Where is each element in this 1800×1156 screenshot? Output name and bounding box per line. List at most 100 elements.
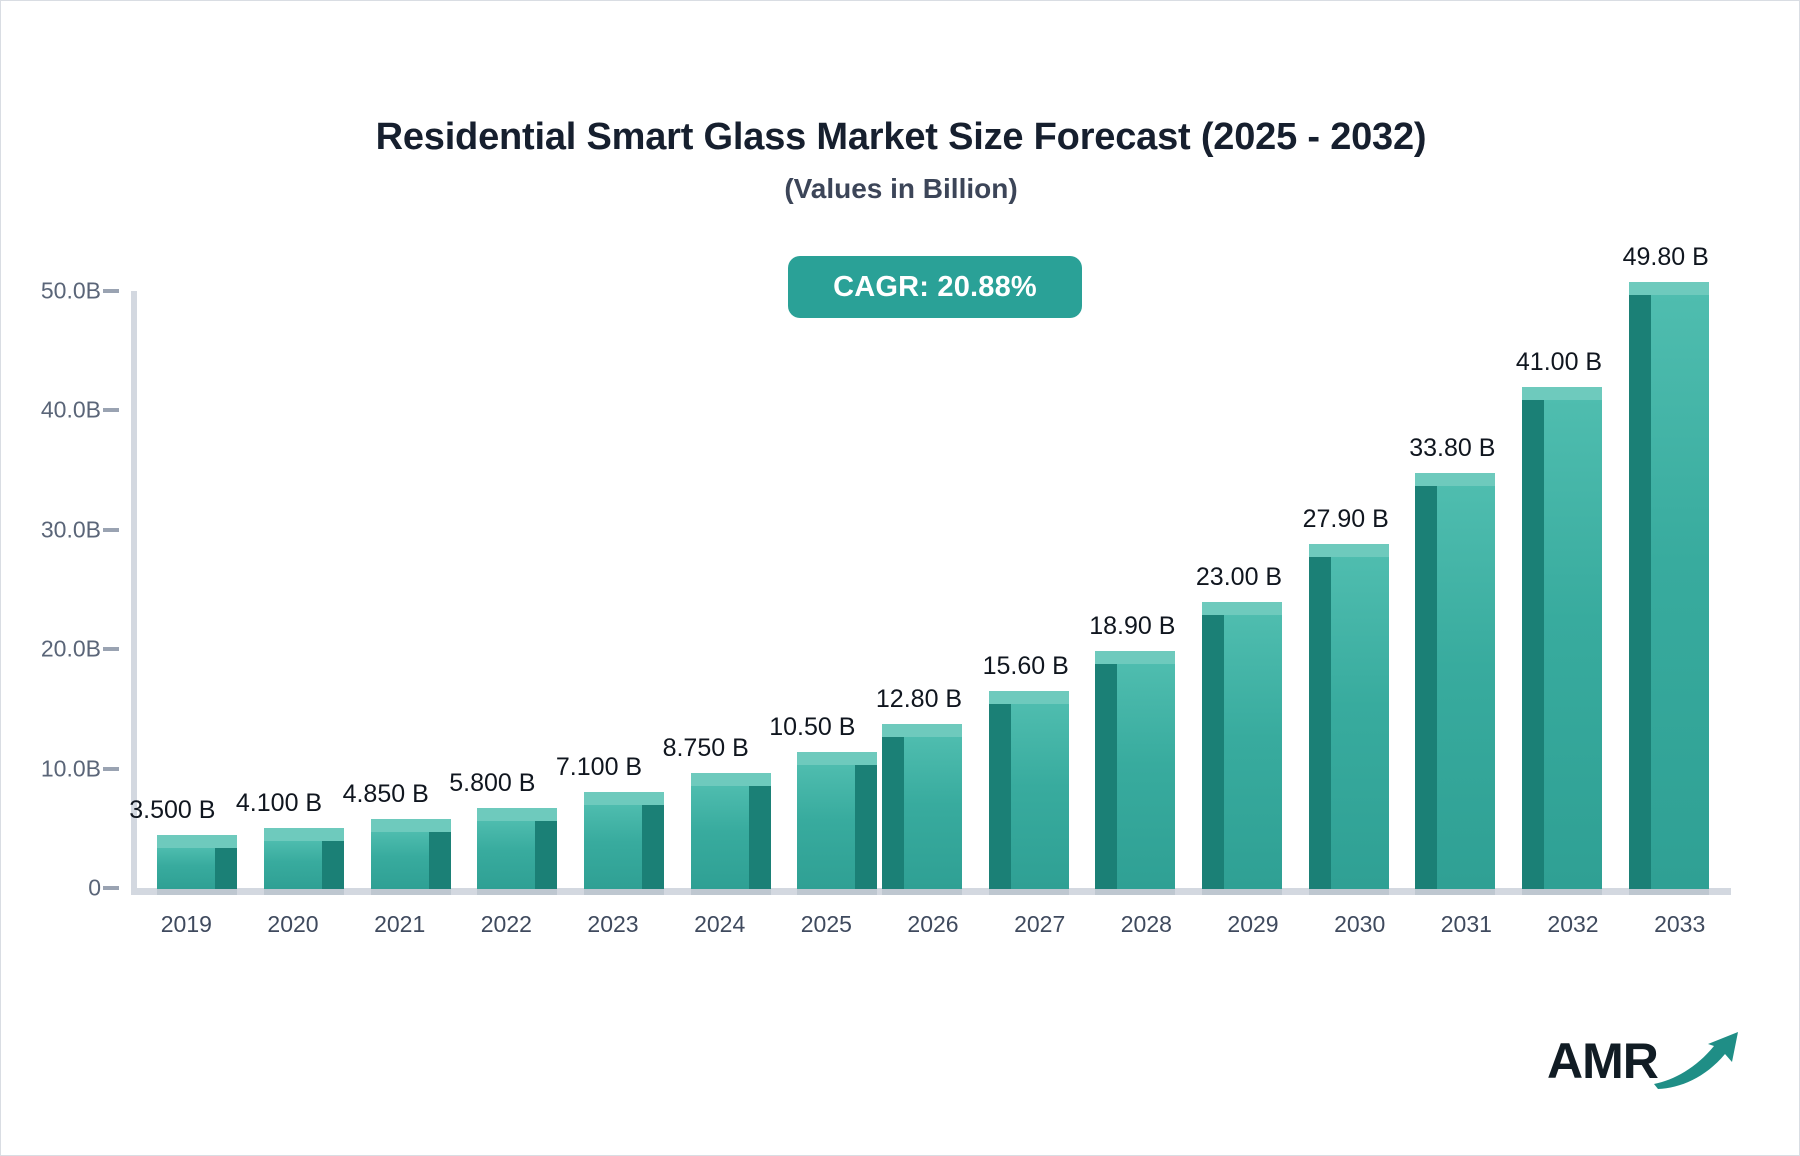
bar-side-face — [535, 810, 558, 889]
bar-side-face — [322, 831, 344, 889]
bar-value-label: 4.850 B — [342, 780, 429, 809]
bar-shadow — [264, 889, 344, 895]
x-axis-tick-label: 2019 — [160, 911, 212, 937]
bar-front-face — [1544, 399, 1602, 889]
bar-value-label: 4.100 B — [235, 789, 323, 818]
bar-shadow — [157, 889, 238, 895]
bar-value-label: 33.80 B — [1409, 434, 1496, 463]
bar-shadow — [1628, 889, 1709, 895]
y-axis-tick — [103, 766, 119, 771]
x-axis-tick-label: 2023 — [587, 911, 639, 937]
up-right-arrow-icon — [1654, 1032, 1738, 1089]
bar-front-face — [477, 819, 536, 889]
bar-shadow — [1095, 889, 1176, 895]
bar-top-face — [1415, 473, 1496, 487]
bar-side-face — [1308, 546, 1331, 889]
bar-front-face — [1650, 294, 1709, 889]
bar-top-face — [882, 724, 962, 738]
plot-area: 0 10.0B 20.0B 30.0B 40.0B 50.0B 2019 2020 2021 2… — [41, 243, 1731, 937]
bar — [1628, 282, 1709, 895]
bar-side-face — [1628, 285, 1651, 889]
x-axis-tick-label: 2033 — [1654, 911, 1706, 937]
y-axis-tick-label: 50.0B — [40, 277, 101, 304]
x-axis-tick-label: 2027 — [1014, 911, 1066, 937]
bar-value-label: 5.800 B — [449, 768, 536, 797]
y-axis-tick-label: 0 — [88, 874, 101, 901]
logo-text: AMR — [1547, 1033, 1659, 1089]
bar-shadow — [882, 889, 962, 895]
bar-side-face — [748, 775, 771, 889]
bar-value-label: 10.50 B — [769, 712, 856, 741]
y-axis-tick — [103, 527, 119, 532]
bar-shadow — [797, 889, 878, 895]
y-axis-tick-label: 40.0B — [40, 396, 101, 423]
bar — [1522, 387, 1602, 895]
bar-value-label: 23.00 B — [1195, 563, 1283, 592]
chart-subtitle: (Values in Billion) — [784, 173, 1018, 204]
bar-top-face — [1308, 543, 1389, 557]
page-title: Residential Smart Glass Market Size Fore… — [375, 116, 1427, 158]
bar-side-face — [1522, 390, 1544, 889]
y-axis-tick — [103, 886, 119, 890]
bar-value-label: 41.00 B — [1515, 348, 1603, 377]
y-axis-tick-label: 30.0B — [40, 516, 101, 543]
cagr-badge-label: CAGR: 20.88% — [833, 270, 1037, 303]
bar-front-face — [1330, 555, 1389, 889]
y-axis-tick — [103, 647, 119, 652]
bar-top-face — [1202, 602, 1282, 616]
bar-side-face — [215, 838, 238, 889]
bar-value-label: 8.750 B — [662, 733, 749, 762]
bar-front-face — [264, 840, 322, 889]
bar-shadow — [1415, 889, 1496, 895]
x-axis-tick-label: 2025 — [800, 911, 852, 937]
y-axis-line — [131, 291, 137, 892]
y-axis-tick-label: 10.0B — [40, 755, 101, 782]
bar — [690, 772, 771, 895]
bar-side-face — [1095, 654, 1118, 889]
bar-top-face — [1095, 651, 1176, 665]
bar-value-label: 49.80 B — [1622, 243, 1709, 272]
bar — [264, 828, 344, 895]
bar — [1308, 543, 1389, 895]
amr-logo: AMR — [1547, 1028, 1747, 1100]
bar-front-face — [690, 784, 749, 889]
bar-front-face — [584, 804, 642, 889]
bar — [157, 835, 238, 895]
bar-top-face — [797, 751, 878, 765]
bar — [1202, 602, 1282, 895]
bar-value-label: 27.90 B — [1302, 504, 1389, 533]
bar-value-label: 18.90 B — [1089, 612, 1176, 641]
bar-value-label: 12.80 B — [875, 685, 963, 714]
bar-side-face — [988, 693, 1011, 889]
bar-side-face — [855, 754, 878, 889]
bar — [584, 792, 664, 895]
bar-shadow — [690, 889, 771, 895]
bar-front-face — [1224, 614, 1282, 889]
x-axis-tick-label: 2032 — [1547, 911, 1599, 937]
bar-side-face — [1415, 476, 1438, 889]
bar — [1415, 473, 1496, 895]
bar — [882, 724, 962, 895]
bar — [477, 807, 558, 895]
bar-top-face — [690, 772, 771, 786]
bar-shadow — [370, 889, 451, 895]
bar-top-face — [157, 835, 238, 849]
x-axis-tick-label: 2029 — [1227, 911, 1279, 937]
bar-shadow — [584, 889, 664, 895]
bar-front-face — [1117, 663, 1176, 889]
bar — [797, 751, 878, 895]
bar-front-face — [1437, 485, 1496, 889]
y-axis-tick — [103, 408, 119, 413]
bar-side-face — [642, 795, 664, 889]
x-axis-tick-label: 2030 — [1334, 911, 1386, 937]
bar-front-face — [904, 736, 962, 889]
x-axis-tick-label: 2028 — [1120, 911, 1172, 937]
bar-side-face — [882, 727, 904, 889]
bar-front-face — [370, 831, 429, 889]
bar-top-face — [264, 828, 344, 842]
bar-top-face — [1628, 282, 1709, 296]
bar-shadow — [477, 889, 558, 895]
bar-top-face — [584, 792, 664, 806]
bar-value-label: 7.100 B — [555, 753, 643, 782]
